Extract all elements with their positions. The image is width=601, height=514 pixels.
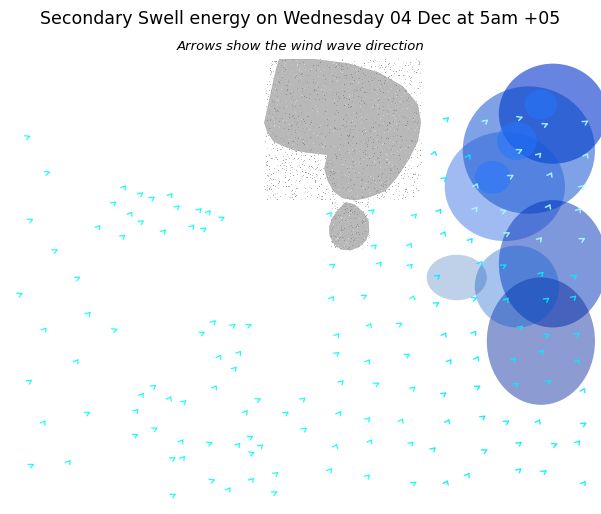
- Ellipse shape: [463, 86, 595, 214]
- Ellipse shape: [497, 122, 537, 160]
- Ellipse shape: [499, 200, 601, 327]
- Ellipse shape: [475, 246, 559, 327]
- Polygon shape: [329, 203, 369, 250]
- Ellipse shape: [525, 89, 557, 120]
- Ellipse shape: [487, 278, 595, 405]
- Ellipse shape: [427, 255, 487, 300]
- Ellipse shape: [475, 161, 511, 194]
- Ellipse shape: [445, 132, 565, 241]
- Text: Arrows show the wind wave direction: Arrows show the wind wave direction: [177, 40, 424, 52]
- Text: Secondary Swell energy on Wednesday 04 Dec at 5am +05: Secondary Swell energy on Wednesday 04 D…: [40, 10, 561, 28]
- Polygon shape: [264, 59, 421, 200]
- Ellipse shape: [499, 64, 601, 164]
